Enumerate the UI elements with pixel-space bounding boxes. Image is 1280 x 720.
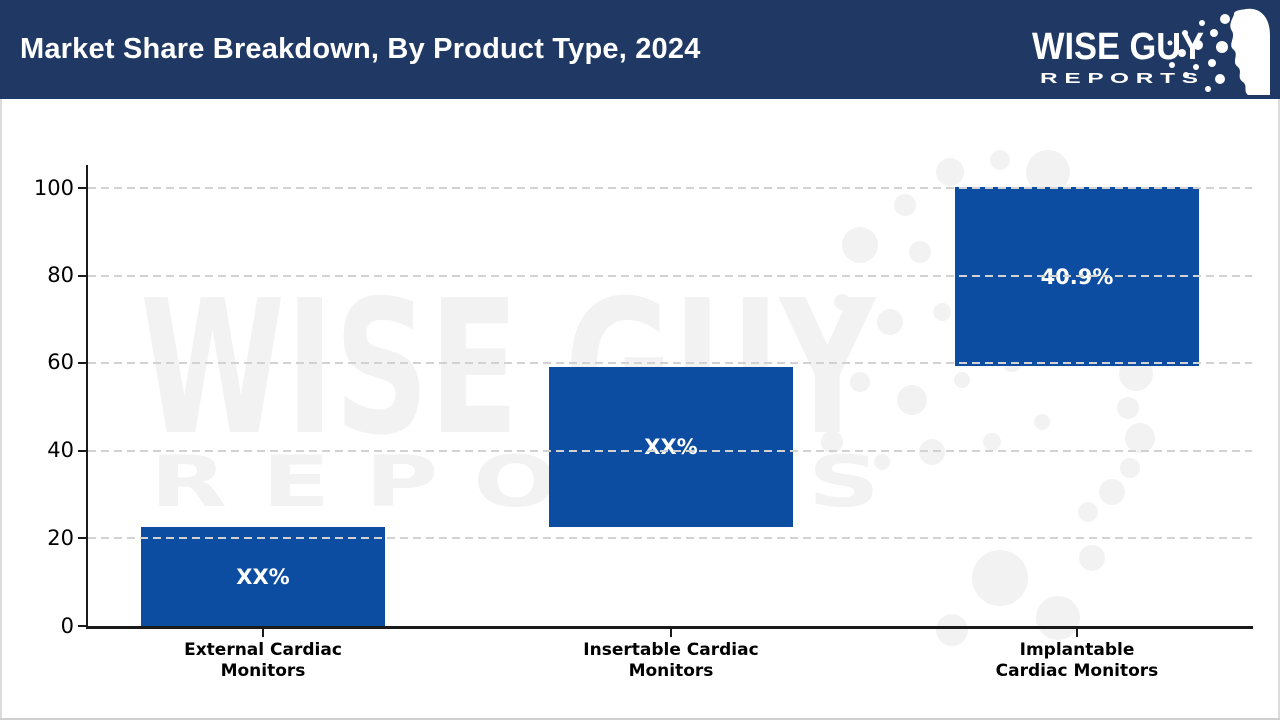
x-category-line: Monitors [628, 661, 714, 681]
y-tick-label: 40 [47, 438, 74, 462]
logo-wordmark: WISE GUY [1032, 26, 1204, 68]
x-category-line: Cardiac Monitors [995, 661, 1159, 681]
y-tick [78, 450, 86, 452]
gridline-40 [88, 450, 1252, 452]
x-tick [1076, 629, 1078, 637]
wiseguy-logo: WISE GUY R E P O R T S [1032, 8, 1270, 95]
x-tick [262, 629, 264, 637]
x-category-line: Insertable Cardiac [583, 640, 759, 660]
gridline-20 [88, 537, 1252, 539]
y-tick-label: 100 [33, 176, 74, 200]
logo-subword: R E P O R T S [1040, 70, 1198, 87]
x-category-line: Monitors [220, 661, 306, 681]
y-tick [78, 537, 86, 539]
logo-face-icon [1167, 8, 1270, 95]
x-tick [670, 629, 672, 637]
watermark-face-dots [821, 150, 1155, 646]
y-tick [78, 187, 86, 189]
y-tick-label: 80 [47, 263, 74, 287]
x-axis-line [86, 626, 1253, 629]
y-tick-label: 0 [60, 614, 74, 638]
bar-insertable-cardiac-monitors: XX% [549, 367, 793, 527]
page-title: Market Share Breakdown, By Product Type,… [20, 33, 701, 65]
bar-external-cardiac-monitors: XX% [141, 527, 385, 626]
y-tick-label: 20 [47, 526, 74, 550]
x-category-line: Implantable [1019, 640, 1135, 660]
x-category-label-insertable: Insertable Cardiac Monitors [521, 640, 821, 682]
bar-value-label: XX% [236, 564, 290, 589]
header-bar: Market Share Breakdown, By Product Type,… [0, 0, 1280, 99]
y-tick [78, 275, 86, 277]
card-right-border [1278, 99, 1280, 720]
x-category-label-implantable: Implantable Cardiac Monitors [927, 640, 1227, 682]
y-axis-line [86, 165, 88, 629]
x-category-label-external: External Cardiac Monitors [113, 640, 413, 682]
gridline-60 [88, 362, 1252, 364]
card-left-border [0, 99, 2, 720]
x-category-line: External Cardiac [184, 640, 342, 660]
y-tick [78, 625, 86, 627]
gridline-80 [88, 275, 1252, 277]
y-tick [78, 362, 86, 364]
y-tick-label: 60 [47, 350, 74, 374]
card-bottom-border [0, 718, 1280, 720]
bar-value-label: XX% [644, 435, 698, 459]
gridline-100 [88, 187, 1252, 189]
